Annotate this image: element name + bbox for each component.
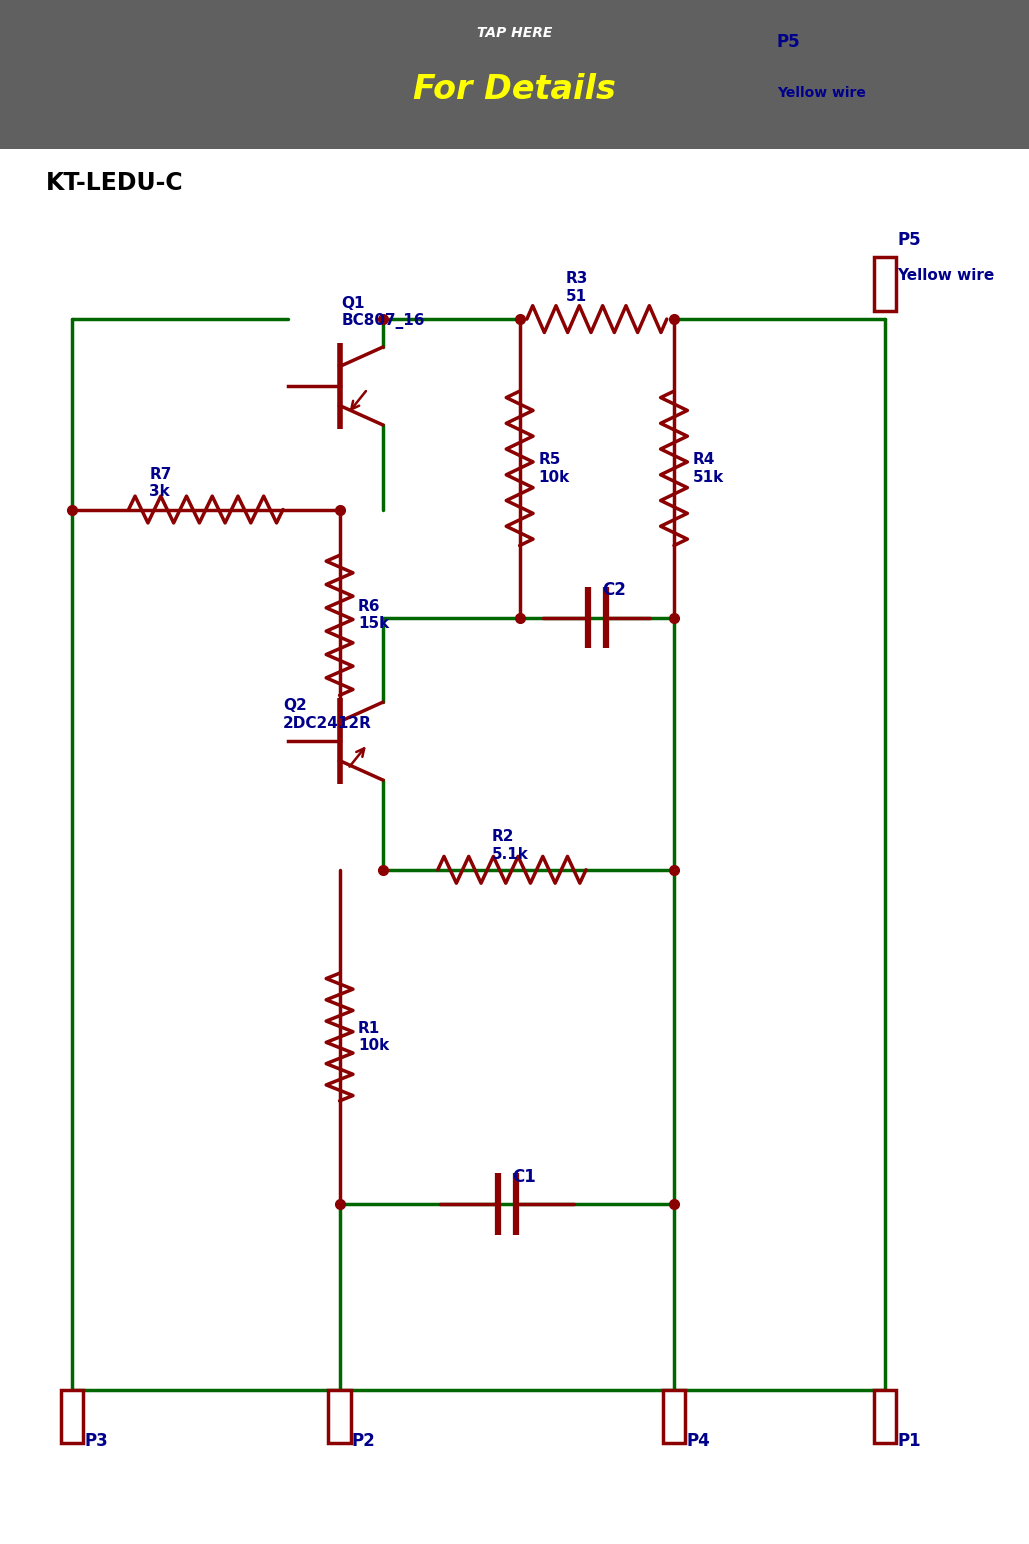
Bar: [663, 1390, 685, 1444]
Text: P2: P2: [352, 1433, 376, 1450]
Text: For Details: For Details: [413, 73, 616, 107]
Bar: [61, 1390, 83, 1444]
Text: P1: P1: [897, 1433, 921, 1450]
Text: R5
10k: R5 10k: [538, 452, 569, 485]
Text: C2: C2: [602, 581, 626, 599]
Text: P5: P5: [777, 32, 801, 51]
Text: Yellow wire: Yellow wire: [777, 85, 865, 99]
Text: Yellow wire: Yellow wire: [897, 269, 995, 283]
Text: Q2
2DC2412R: Q2 2DC2412R: [283, 698, 371, 730]
FancyBboxPatch shape: [0, 0, 1029, 150]
Text: P5: P5: [897, 232, 921, 249]
Text: TAP HERE: TAP HERE: [476, 26, 553, 40]
Text: KT-LEDU-C: KT-LEDU-C: [46, 171, 184, 196]
Text: R7
3k: R7 3k: [149, 466, 172, 499]
Text: C1: C1: [512, 1167, 536, 1186]
Bar: [874, 258, 896, 310]
Text: Q1
BC807_16: Q1 BC807_16: [342, 296, 425, 329]
Text: R6
15k: R6 15k: [358, 599, 389, 631]
Text: R1
10k: R1 10k: [358, 1021, 389, 1053]
Text: R2
5.1k: R2 5.1k: [491, 829, 528, 862]
Text: P4: P4: [686, 1433, 710, 1450]
Text: R4
51k: R4 51k: [693, 452, 723, 485]
Bar: [328, 1390, 351, 1444]
Bar: [874, 1390, 896, 1444]
Text: R3
51: R3 51: [566, 272, 589, 304]
Text: P3: P3: [84, 1433, 108, 1450]
